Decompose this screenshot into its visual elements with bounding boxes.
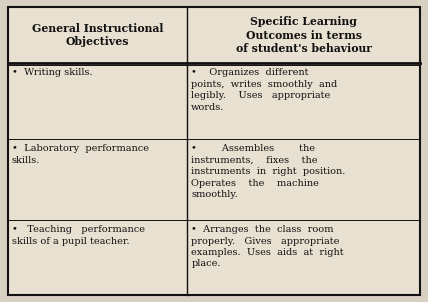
Text: •  Writing skills.: • Writing skills. — [12, 68, 92, 77]
Text: •  Arranges  the  class  room
properly.   Gives   appropriate
examples.  Uses  a: • Arranges the class room properly. Give… — [191, 225, 344, 268]
Text: •  Laboratory  performance
skills.: • Laboratory performance skills. — [12, 144, 149, 165]
Text: •    Organizes  different
points,  writes  smoothly  and
legibly.    Uses   appr: • Organizes different points, writes smo… — [191, 68, 337, 111]
Text: General Instructional
Objectives: General Instructional Objectives — [32, 23, 163, 47]
Text: •   Teaching   performance
skills of a pupil teacher.: • Teaching performance skills of a pupil… — [12, 225, 145, 246]
Text: •        Assembles        the
instruments,    fixes    the
instruments  in  righ: • Assembles the instruments, fixes the i… — [191, 144, 345, 199]
Text: Specific Learning
Outcomes in terms
of student's behaviour: Specific Learning Outcomes in terms of s… — [235, 16, 372, 54]
